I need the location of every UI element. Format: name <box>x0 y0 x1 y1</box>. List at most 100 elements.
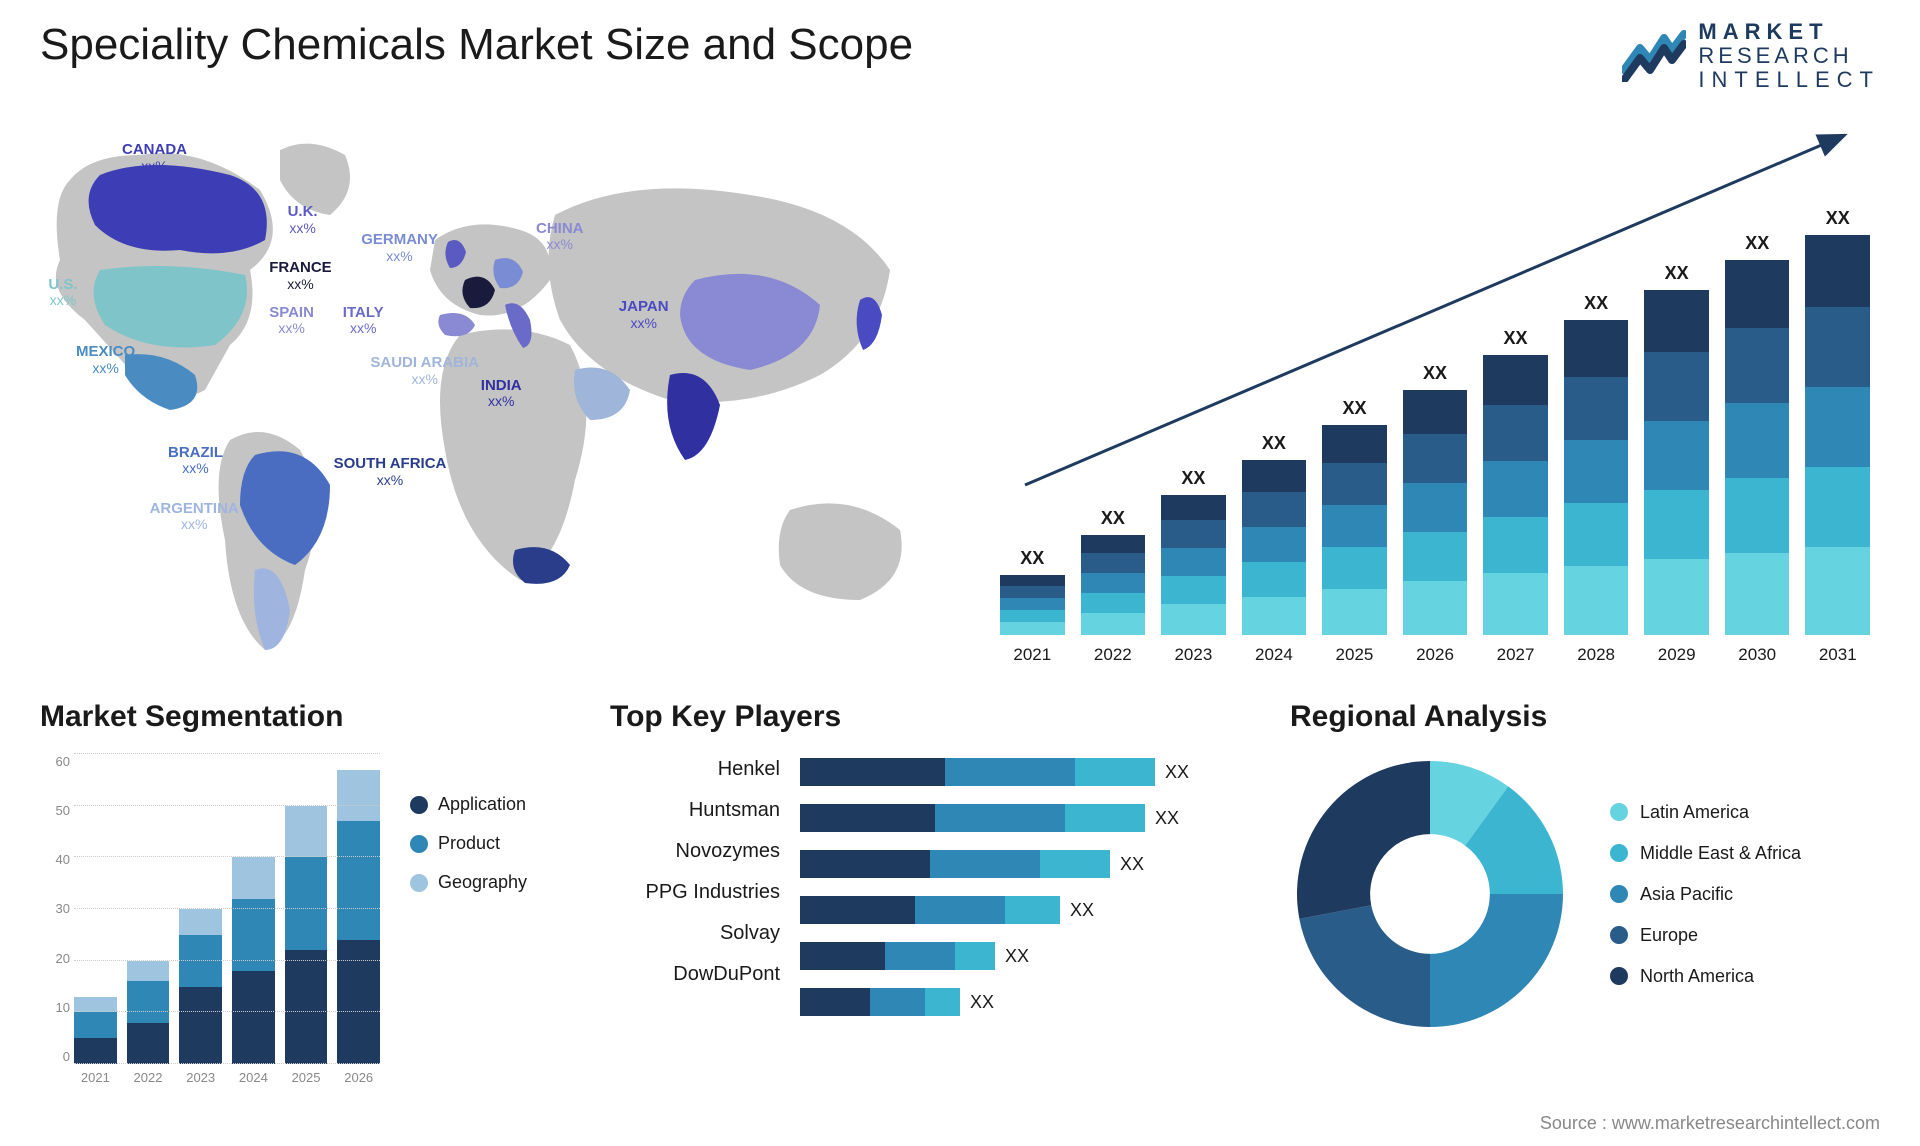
seg-bar <box>232 857 275 1064</box>
legend-label: Asia Pacific <box>1640 884 1733 905</box>
main-bar-segment <box>1483 517 1548 573</box>
legend-swatch-icon <box>410 835 428 853</box>
main-bar-segment <box>1644 559 1709 635</box>
seg-bar-segment <box>285 950 328 1064</box>
seg-xtick: 2024 <box>232 1070 275 1094</box>
main-bar: XX <box>1000 548 1065 635</box>
main-bar-segment <box>1161 520 1226 548</box>
legend-label: Application <box>438 794 526 815</box>
segmentation-title: Market Segmentation <box>40 700 560 734</box>
main-bar-segment <box>1483 573 1548 635</box>
legend-swatch-icon <box>410 796 428 814</box>
kp-bar-row: XX <box>800 804 1260 832</box>
main-bar-value-label: XX <box>1262 433 1286 454</box>
kp-bar-segment <box>800 942 885 970</box>
donut-slice <box>1299 905 1430 1027</box>
seg-legend-item: Application <box>410 794 527 815</box>
main-bar-segment <box>1081 535 1146 553</box>
map-label: ARGENTINAxx% <box>150 501 239 534</box>
regional-legend-item: Latin America <box>1610 802 1801 823</box>
main-bar-segment <box>1644 290 1709 352</box>
main-bar-value-label: XX <box>1665 263 1689 284</box>
main-bar-segment <box>1000 610 1065 622</box>
main-bar-segment <box>1403 434 1468 483</box>
main-bar-segment <box>1081 593 1146 613</box>
main-bar-year-label: 2028 <box>1564 645 1629 665</box>
seg-ytick: 0 <box>40 1049 70 1064</box>
seg-bar-segment <box>179 935 222 987</box>
legend-label: Latin America <box>1640 802 1749 823</box>
kp-value-label: XX <box>1165 762 1189 783</box>
main-bar-value-label: XX <box>1504 328 1528 349</box>
kp-bar-segment <box>1065 804 1145 832</box>
main-bar: XX <box>1322 398 1387 635</box>
main-bar: XX <box>1081 508 1146 635</box>
main-bar-segment <box>1483 461 1548 517</box>
seg-legend-item: Product <box>410 833 527 854</box>
main-bar-year-label: 2026 <box>1403 645 1468 665</box>
key-players-panel: Top Key Players HenkelHuntsmanNovozymesP… <box>610 700 1260 1016</box>
main-bar-segment <box>1805 235 1870 307</box>
main-bar-year-label: 2030 <box>1725 645 1790 665</box>
main-bar-segment <box>1564 377 1629 440</box>
main-bar-segment <box>1403 532 1468 581</box>
segmentation-plot <box>74 754 380 1064</box>
kp-player-name: Solvay <box>720 922 780 945</box>
main-bar-segment <box>1322 589 1387 635</box>
map-label: GERMANYxx% <box>361 232 438 265</box>
kp-bar-row: XX <box>800 850 1260 878</box>
seg-gridline <box>74 856 380 857</box>
regional-legend-item: Europe <box>1610 925 1801 946</box>
seg-bar <box>127 961 170 1064</box>
seg-gridline <box>74 908 380 909</box>
map-label: BRAZILxx% <box>168 445 223 478</box>
main-bar: XX <box>1725 233 1790 635</box>
main-bar-segment <box>1403 581 1468 635</box>
seg-gridline <box>74 960 380 961</box>
main-chart-xlabels: 2021202220232024202520262027202820292030… <box>1000 645 1870 665</box>
kp-bar-segment <box>935 804 1065 832</box>
regional-legend: Latin America Middle East & Africa Asia Pa… <box>1610 802 1801 987</box>
seg-bar-segment <box>337 770 380 822</box>
seg-bar-segment <box>127 961 170 982</box>
regional-legend-item: North America <box>1610 966 1801 987</box>
main-bar-year-label: 2022 <box>1081 645 1146 665</box>
kp-bar-row: XX <box>800 758 1260 786</box>
kp-bar-segment <box>885 942 955 970</box>
main-bar-segment <box>1242 492 1307 527</box>
seg-ytick: 60 <box>40 754 70 769</box>
key-players-names: HenkelHuntsmanNovozymesPPG IndustriesSol… <box>610 754 780 1016</box>
regional-panel: Regional Analysis Latin AmericaMiddle Ea… <box>1290 700 1880 1034</box>
seg-bar-segment <box>74 997 117 1013</box>
kp-value-label: XX <box>1120 854 1144 875</box>
seg-bar-segment <box>127 1023 170 1064</box>
donut-slice <box>1430 894 1563 1027</box>
main-bar-value-label: XX <box>1020 548 1044 569</box>
main-bar-segment <box>1483 355 1548 405</box>
kp-bar-segment <box>930 850 1040 878</box>
kp-bar-segment <box>870 988 925 1016</box>
page-title: Speciality Chemicals Market Size and Sco… <box>40 20 913 70</box>
seg-ytick: 30 <box>40 901 70 916</box>
seg-bar-segment <box>127 981 170 1022</box>
main-bar-segment <box>1242 562 1307 597</box>
main-bar-segment <box>1161 495 1226 520</box>
main-bar-segment <box>1000 622 1065 635</box>
main-bar-segment <box>1081 573 1146 593</box>
map-label: ITALYxx% <box>343 305 384 338</box>
legend-label: Middle East & Africa <box>1640 843 1801 864</box>
main-chart-plot: XXXXXXXXXXXXXXXXXXXXXX <box>1000 195 1870 635</box>
main-bar-value-label: XX <box>1101 508 1125 529</box>
legend-swatch-icon <box>1610 967 1628 985</box>
main-bar-segment <box>1322 547 1387 589</box>
kp-bar-row: XX <box>800 942 1260 970</box>
main-bar-year-label: 2029 <box>1644 645 1709 665</box>
main-bar-segment <box>1644 421 1709 490</box>
kp-bar-segment <box>1005 896 1060 924</box>
legend-swatch-icon <box>1610 885 1628 903</box>
main-bar-segment <box>1161 576 1226 604</box>
main-bar-value-label: XX <box>1342 398 1366 419</box>
map-label: MEXICOxx% <box>76 344 135 377</box>
main-bar-segment <box>1805 467 1870 547</box>
kp-bar-segment <box>955 942 995 970</box>
